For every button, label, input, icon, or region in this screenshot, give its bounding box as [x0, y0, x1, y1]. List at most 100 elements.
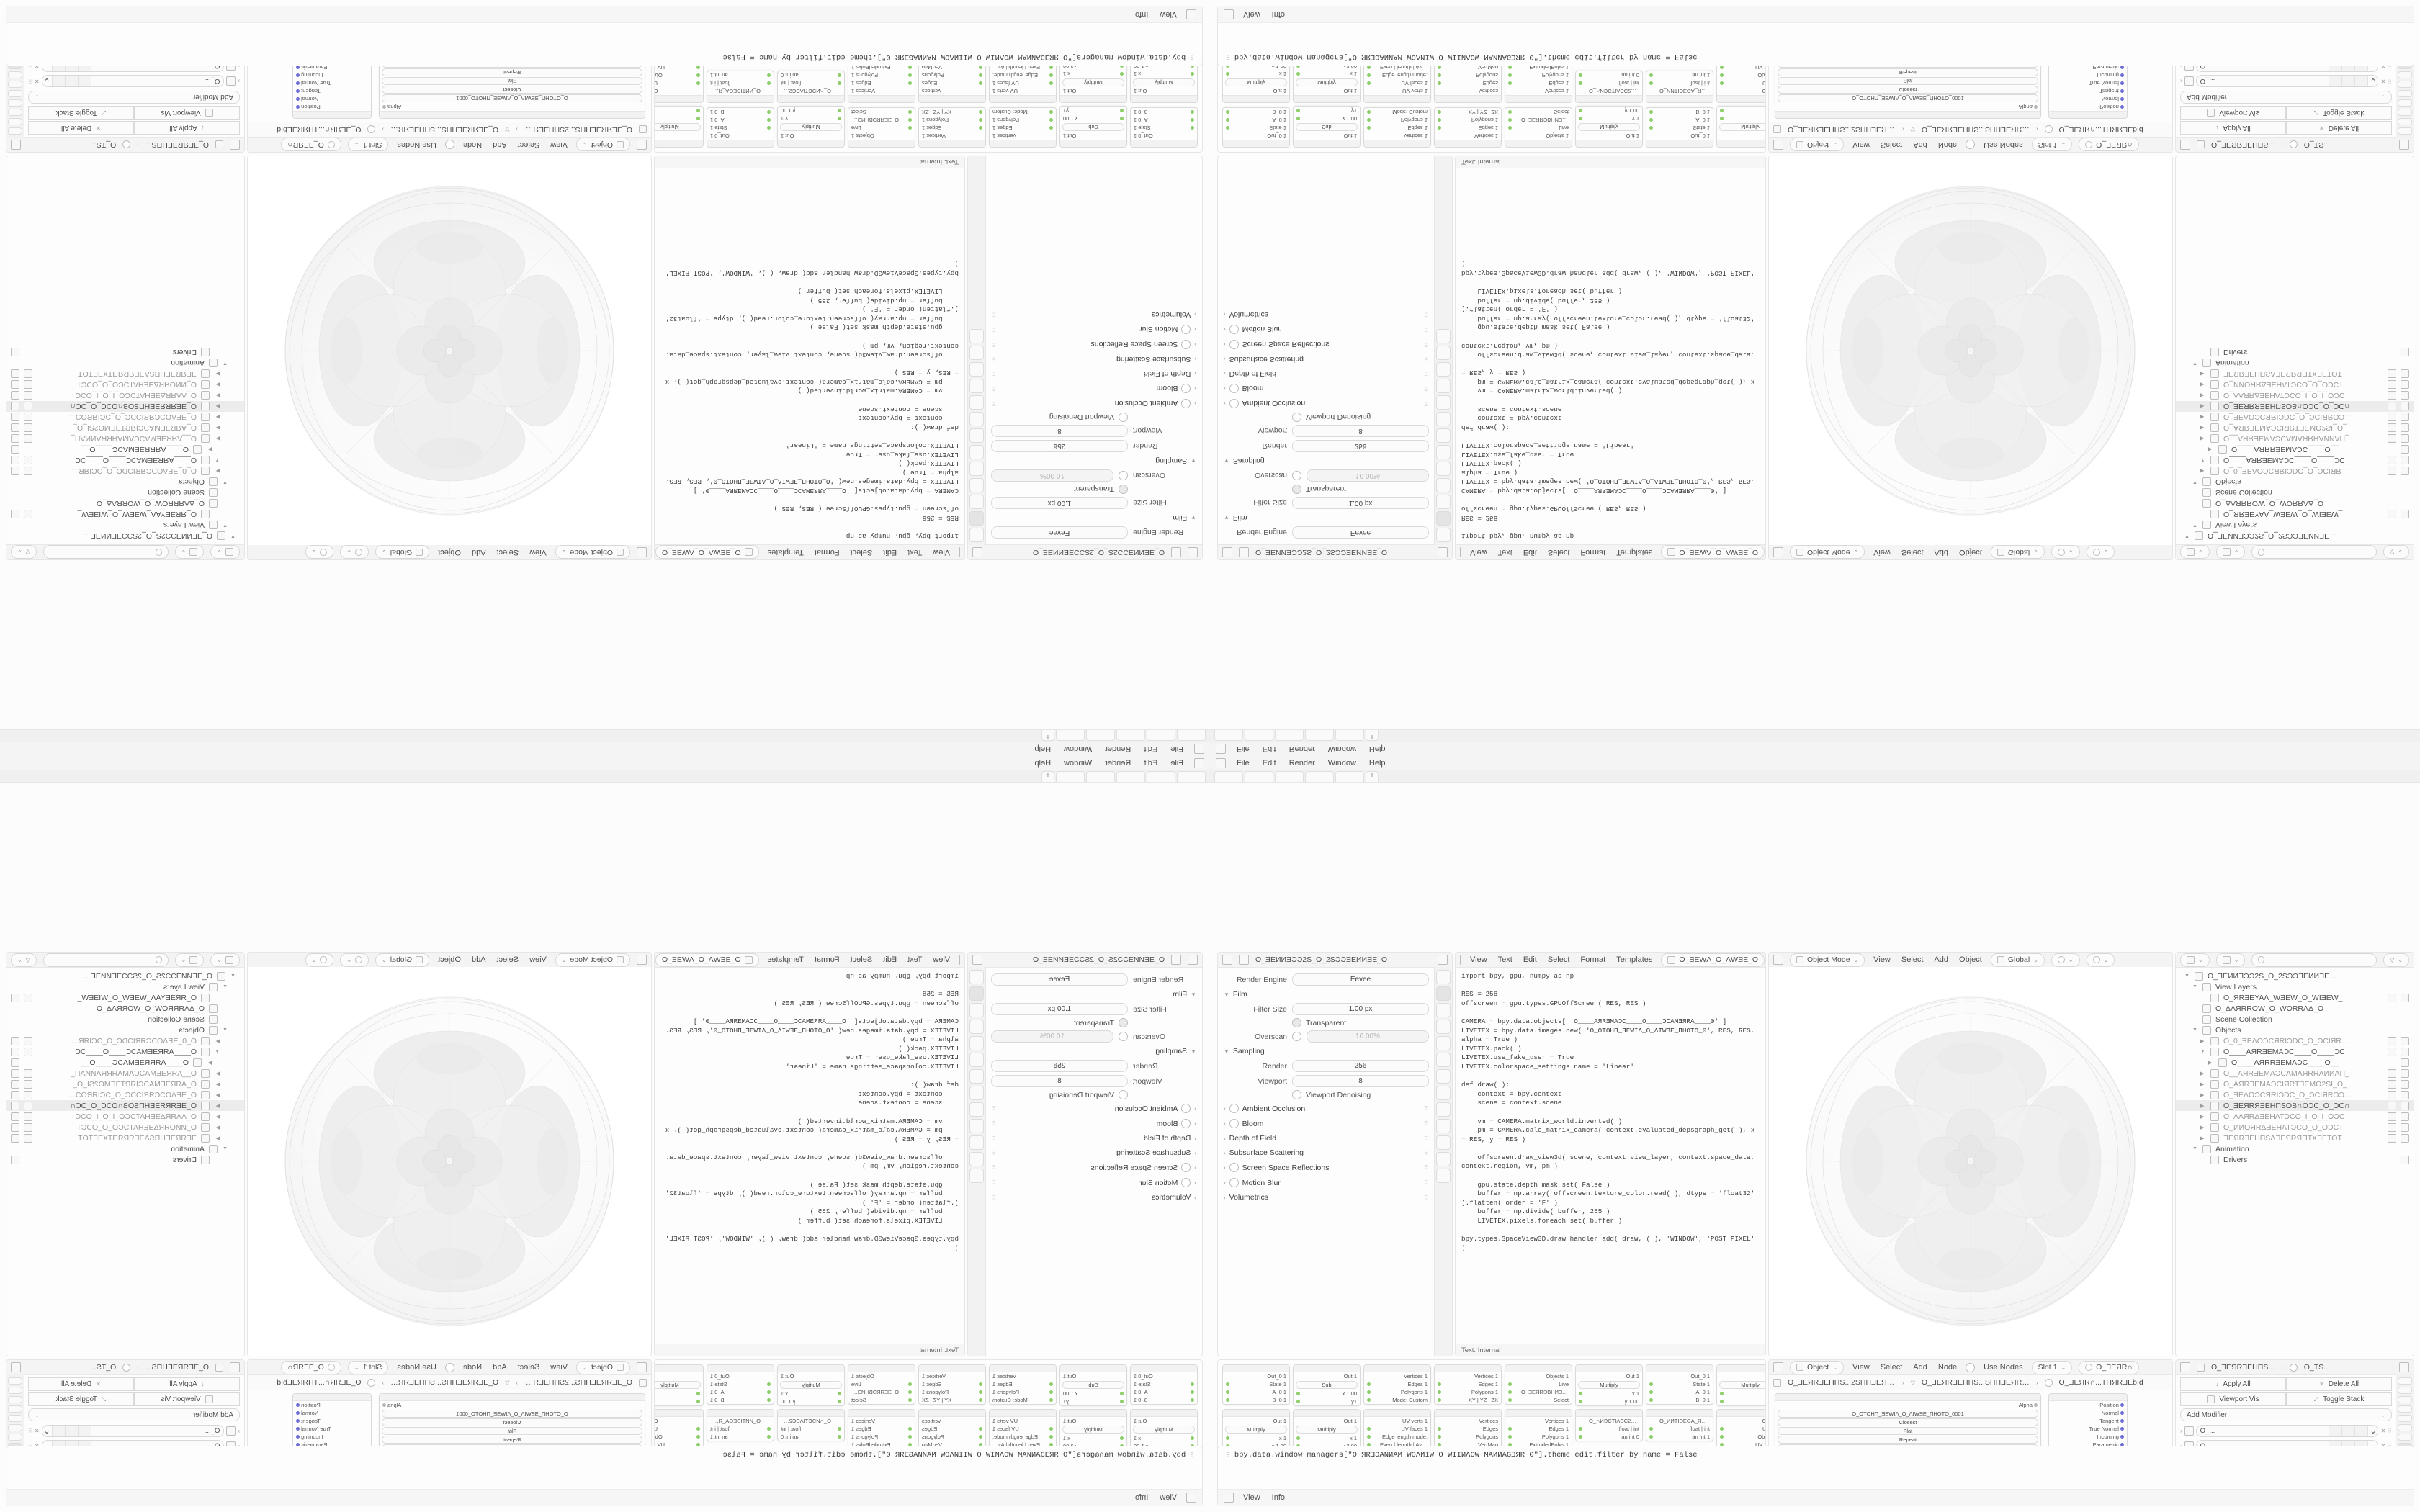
geometry-node[interactable]: Objects 1LiveO_ƎEЯRƆBHИƎSƆCBЯDƆC_O_ƆCЯBƆ…: [848, 107, 915, 148]
text-datablock-selector[interactable]: O_ƎEWΛ_O_ΛWƎE_O: [655, 545, 759, 559]
outliner-row[interactable]: ▼ O____AЯRƎEMAƆC____O____ƆC: [6, 1046, 244, 1057]
node-field-row[interactable]: an int 1: [707, 1433, 774, 1441]
tab-render-icon[interactable]: [8, 118, 22, 125]
menu-window[interactable]: Window: [1327, 759, 1356, 768]
tab-constraints-icon[interactable]: [969, 362, 984, 377]
node-field-row[interactable]: Polygons 1: [1505, 71, 1572, 79]
node-header[interactable]: [848, 1410, 915, 1417]
node-field-row[interactable]: VertMap: [1435, 1441, 1501, 1449]
socket-geometry[interactable]: [1226, 72, 1229, 76]
delete-all-button[interactable]: ✕ Delete All: [28, 121, 134, 135]
node-field-row[interactable]: Edges 1: [919, 124, 985, 132]
node-header[interactable]: [1717, 140, 1766, 147]
node-field-row[interactable]: Edges: [919, 1425, 985, 1433]
hide-toggle-icon[interactable]: [2401, 1068, 2409, 1078]
shader-context-selector[interactable]: Object ⌄: [1790, 138, 1845, 152]
outliner-scene-selector[interactable]: ⌄: [2215, 953, 2246, 967]
node-header[interactable]: [919, 140, 985, 147]
viewport-3d[interactable]: Object Mode ⌄ View Select Add Object Glo…: [1768, 156, 2173, 560]
node-field-row[interactable]: x 1: [778, 114, 844, 122]
node-field-row[interactable]: B_0 1: [1223, 108, 1289, 116]
snap-toggle[interactable]: ⌄: [340, 953, 369, 967]
node-field-row[interactable]: float | int: [1646, 79, 1713, 87]
tab-object-icon[interactable]: [2398, 1434, 2412, 1441]
projection-dropdown[interactable]: Flat: [1778, 77, 2038, 85]
node-field-row[interactable]: State 1: [1646, 124, 1713, 132]
viewport-menu-add[interactable]: Add: [471, 955, 486, 964]
pin-icon[interactable]: [1438, 955, 1448, 965]
interpolation-dropdown[interactable]: Closest: [382, 1418, 642, 1426]
socket-geometry[interactable]: [979, 1390, 982, 1394]
hide-toggle-icon[interactable]: [11, 413, 19, 422]
node-header[interactable]: [707, 95, 774, 102]
pin-icon[interactable]: [2399, 140, 2409, 150]
node-field-row[interactable]: Polygons 1: [1364, 116, 1430, 124]
socket-geometry[interactable]: [696, 1427, 700, 1431]
node-field-row[interactable]: Polygons: [919, 1433, 985, 1441]
monitor-icon[interactable]: [2388, 1079, 2396, 1089]
material-selector[interactable]: O_ƎEЯR∩: [281, 1360, 341, 1374]
node-field-row[interactable]: Polygons: [919, 71, 985, 79]
shader-menu-select[interactable]: Select: [517, 1363, 540, 1372]
tab-world-icon[interactable]: [1436, 445, 1451, 459]
socket-geometry[interactable]: [838, 1435, 841, 1439]
node-header[interactable]: [1775, 1394, 2040, 1401]
properties-header[interactable]: O_ƎEИИƎƆƆ2S_O_2SƆƆƎEИИƎE_O: [1218, 544, 1452, 559]
outliner-row[interactable]: ▶ O_ΛAЯRΔƎEHATƆCO_I_O_I_OƆC: [6, 1111, 244, 1122]
geometry-node[interactable]: Vertices 1 Edges 1 Polygons 1 XY | YZ | ZX: [918, 107, 986, 148]
chevron-right-icon[interactable]: ›: [2180, 78, 2182, 84]
socket-geometry[interactable]: [1579, 1427, 1582, 1431]
modifier-bulk-buttons-row1[interactable]: ↓ Apply All ✕ Delete All: [28, 1377, 240, 1391]
geometry-node[interactable]: Objects 1LiveO_ƎEЯRƆBHИƎSƆCBЯDƆC_O_ƆCЯBƆ…: [1505, 1364, 1572, 1405]
drag-dots-icon[interactable]: ⠿: [2388, 1428, 2392, 1434]
modifier-delete-icon[interactable]: ✕: [34, 78, 40, 84]
outliner-row[interactable]: Drivers: [6, 1154, 244, 1165]
outliner-editor[interactable]: ⌄ ⌄ ▽ ⌄ ▼ O_ƎEИИƎƆƆ2S_O_2SƆƆƎEИИƎE_O ▼ View …: [2175, 156, 2414, 560]
sampling-viewport-row[interactable]: Viewport 8: [1218, 1074, 1435, 1089]
disclosure-triangle-icon[interactable]: ▼: [2184, 534, 2190, 539]
menu-edit[interactable]: Edit: [1262, 759, 1276, 768]
hide-toggle-icon[interactable]: [11, 1101, 19, 1110]
disclosure-triangle-icon[interactable]: ▼: [2192, 523, 2197, 528]
node-header[interactable]: [707, 1365, 774, 1372]
tab-particles-icon[interactable]: [969, 1102, 984, 1117]
sampling-viewport-row[interactable]: Viewport 8: [985, 1074, 1202, 1089]
material-slot-selector[interactable]: Slot 1 ⌄: [2031, 1360, 2073, 1374]
workspace-tab[interactable]: [1147, 771, 1175, 782]
camera-icon[interactable]: [2388, 993, 2396, 1002]
modifier-edit-toggle-icon[interactable]: [91, 76, 104, 86]
socket-geometry[interactable]: [767, 73, 771, 77]
node-field-row[interactable]: float | int: [1576, 1425, 1642, 1433]
node-field-row[interactable]: y1: [1060, 1398, 1126, 1405]
modifier-render-toggle-icon[interactable]: [2354, 76, 2368, 86]
monitor-on-icon[interactable]: [24, 1047, 32, 1056]
top-menu-bar[interactable]: File Edit Render Window Help: [0, 741, 1210, 756]
disclosure-triangle-icon[interactable]: ▶: [2200, 1135, 2205, 1141]
outliner-row[interactable]: ▼ Animation: [2176, 1143, 2414, 1154]
node-field-row[interactable]: x 1: [1294, 70, 1360, 78]
socket-geometry[interactable]: [1508, 118, 1512, 122]
outliner-row[interactable]: ▶ O_0_ƎEΛOƆCЯRIƆDC_O_ƆCIЯROƆΛ: [6, 1035, 244, 1046]
node-header[interactable]: [1505, 1410, 1572, 1417]
disclosure-triangle-icon[interactable]: ▶: [2208, 1060, 2213, 1066]
socket-geometry[interactable]: [1367, 73, 1371, 77]
section-film[interactable]: ▼ Film: [985, 510, 1202, 525]
node-header[interactable]: [848, 1365, 915, 1372]
outliner-row[interactable]: ▶ ƎEЯRƎEHПSΔƎEЯRЯПTXƎETOT: [6, 1133, 244, 1143]
hide-toggle-icon[interactable]: [11, 434, 19, 444]
text-editor-header[interactable]: View Text Edit Select Format Templates O…: [1456, 953, 1765, 968]
disclosure-triangle-icon[interactable]: ▶: [2200, 1103, 2205, 1109]
node-field-row[interactable]: Edge length mode:: [990, 1433, 1056, 1441]
filter-size-field[interactable]: 1.00 px: [991, 497, 1128, 509]
socket-geometry[interactable]: [1579, 81, 1582, 85]
socket-geometry[interactable]: [1367, 1398, 1371, 1402]
socket-alpha[interactable]: [382, 105, 386, 109]
monitor-icon[interactable]: [24, 1079, 32, 1089]
node-header[interactable]: [1364, 1365, 1430, 1372]
outliner-row[interactable]: ▶ O_ΛAЯRΔƎEHATƆCO_I_O_I_OƆC: [6, 390, 244, 401]
node-header[interactable]: [990, 1365, 1056, 1372]
text-menu-format[interactable]: Format: [814, 548, 840, 557]
outliner-display-mode[interactable]: ⌄: [2180, 545, 2210, 559]
image-name-field[interactable]: O_OTOHП_ƎEWIΛ_O_ΛIWƎE_ПHOTO_0001: [382, 1410, 642, 1418]
